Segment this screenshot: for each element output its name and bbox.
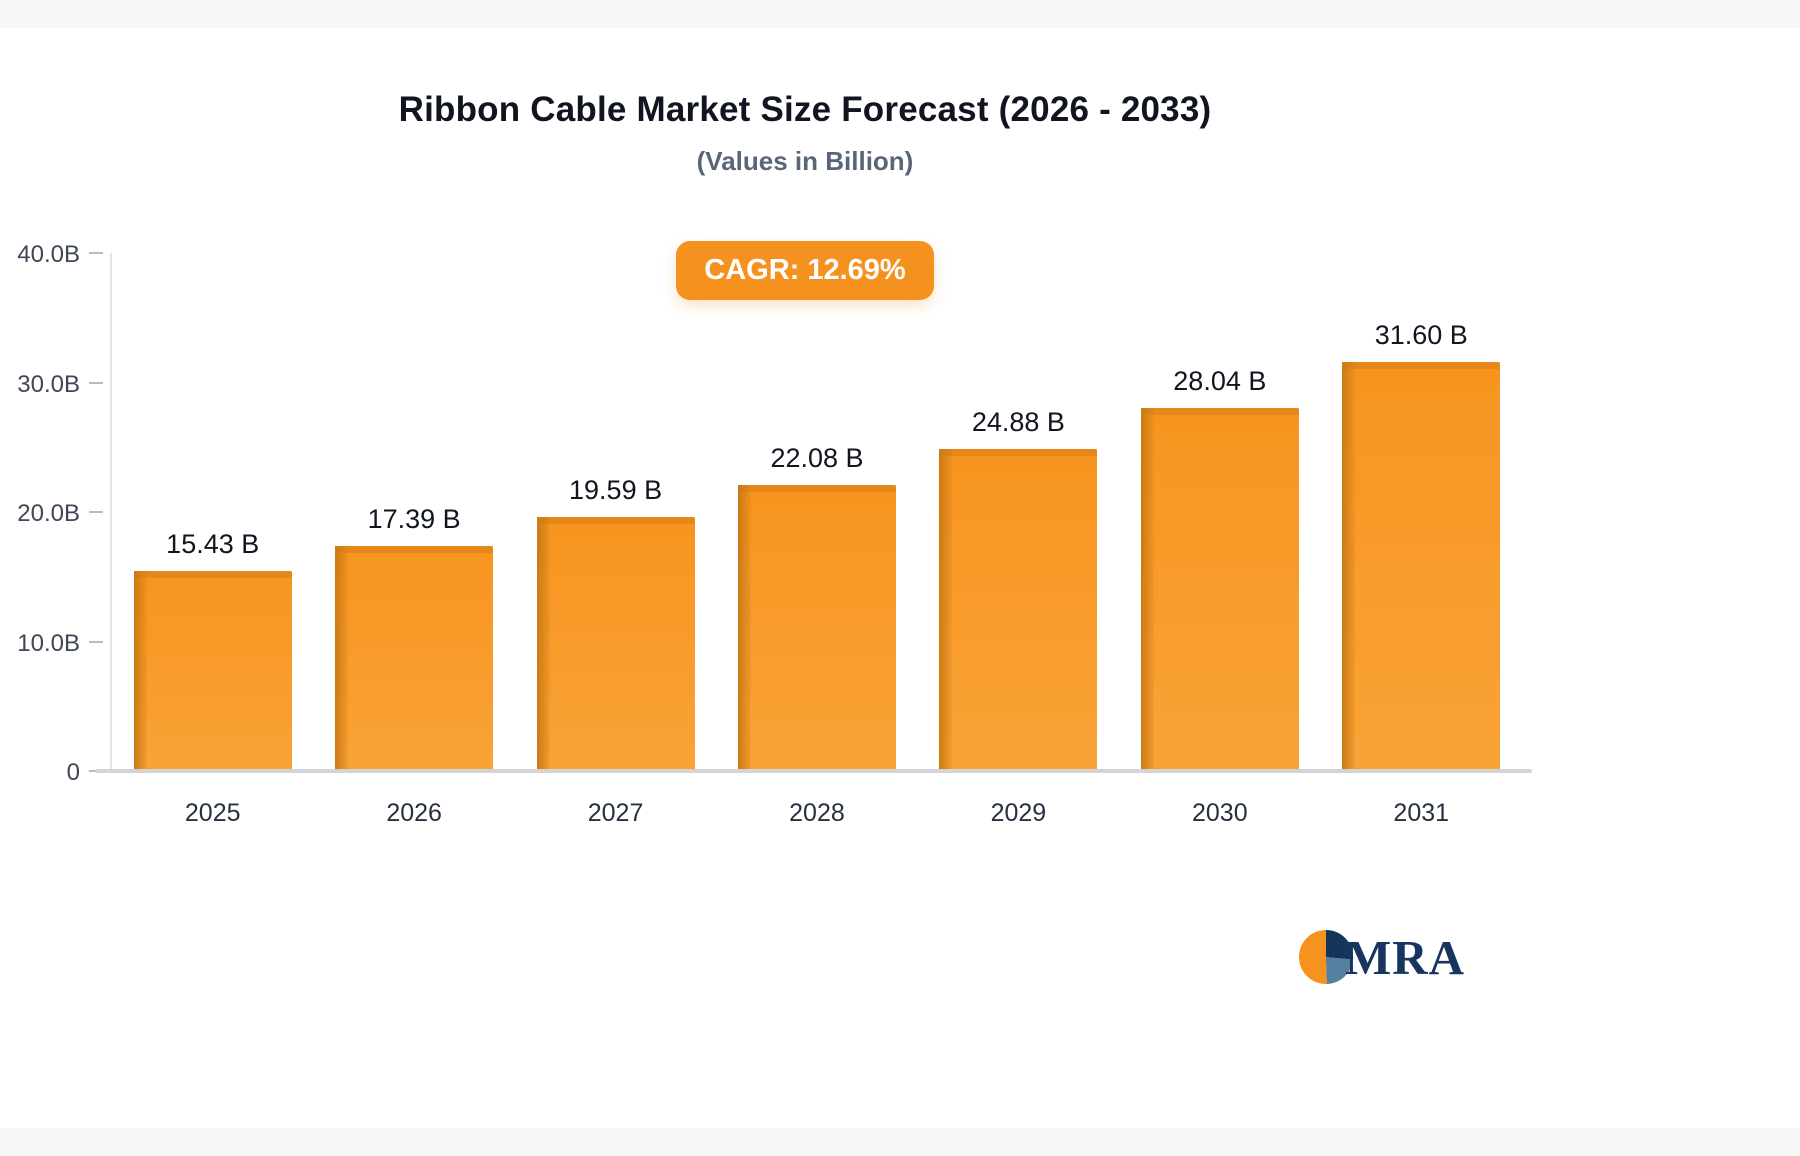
x-tick-label: 2027 xyxy=(587,799,644,827)
x-axis-line xyxy=(95,769,1532,773)
bar-value-label: 24.88 B xyxy=(971,406,1065,437)
bar-group-2027: 19.59 B 2027 xyxy=(515,253,716,827)
bar-2028 xyxy=(737,485,896,771)
cagr-badge: CAGR: 12.69% xyxy=(676,241,934,300)
y-tick-label: 0 xyxy=(66,759,80,786)
bar-value-label: 28.04 B xyxy=(1173,365,1267,396)
bar-value-label: 19.59 B xyxy=(569,475,663,506)
bar-group-2025: 15.43 B 2025 xyxy=(112,253,313,827)
bar-2031 xyxy=(1342,361,1501,772)
y-tick-30.0B: 30.0B xyxy=(0,371,106,398)
mra-logo: MRA xyxy=(1298,926,1465,988)
bar-value-label: 17.39 B xyxy=(367,503,461,534)
bar-group-2031: 31.60 B 2031 xyxy=(1321,253,1522,827)
bar-value-label: 15.43 B xyxy=(166,529,260,560)
mra-logo-pie-icon xyxy=(1298,930,1353,984)
y-tick-10.0B: 10.0B xyxy=(0,630,106,657)
y-tick-40.0B: 40.0B xyxy=(0,241,106,268)
y-tick-20.0B: 20.0B xyxy=(0,500,106,527)
bar-group-2030: 28.04 B 2030 xyxy=(1119,253,1320,827)
plot-area: 15.43 B 2025 17.39 B 2026 19.59 B 2027 22.08 B… xyxy=(112,253,1522,827)
chart-header: Ribbon Cable Market Size Forecast (2026 … xyxy=(0,28,1610,300)
bar-value-label: 31.60 B xyxy=(1374,319,1468,350)
chart-card: Ribbon Cable Market Size Forecast (2026 … xyxy=(0,28,1800,1128)
x-tick-label: 2025 xyxy=(184,799,241,827)
chart-title: Ribbon Cable Market Size Forecast (2026 … xyxy=(398,90,1212,129)
chart-subtitle: (Values in Billion) xyxy=(696,146,914,176)
y-tick-0: 0 xyxy=(0,759,106,786)
x-tick-label: 2031 xyxy=(1393,799,1450,827)
bar-group-2028: 22.08 B 2028 xyxy=(716,253,917,827)
y-tick-label: 30.0B xyxy=(17,370,80,398)
bar-2025 xyxy=(133,571,292,771)
bar-value-label: 22.08 B xyxy=(770,443,864,474)
y-tick-mark xyxy=(89,381,103,384)
x-tick-label: 2029 xyxy=(990,799,1047,827)
x-tick-label: 2028 xyxy=(789,799,845,827)
bar-group-2026: 17.39 B 2026 xyxy=(313,253,514,827)
bar-2030 xyxy=(1140,407,1299,772)
y-tick-mark xyxy=(89,511,103,513)
mra-logo-text: MRA xyxy=(1344,929,1465,985)
y-axis-ticks: 40.0B 30.0B 20.0B 10.0B 0 xyxy=(0,241,106,786)
bar-2027 xyxy=(536,517,695,771)
bar-2026 xyxy=(335,545,494,772)
x-tick-label: 2030 xyxy=(1192,799,1248,827)
y-tick-label: 20.0B xyxy=(17,500,80,527)
y-tick-label: 10.0B xyxy=(17,629,80,657)
x-tick-label: 2026 xyxy=(386,799,442,827)
y-tick-mark xyxy=(89,640,103,643)
bar-2029 xyxy=(939,448,1098,772)
y-tick-label: 40.0B xyxy=(17,241,80,268)
y-axis-line xyxy=(110,253,112,771)
bar-group-2029: 24.88 B 2029 xyxy=(918,253,1119,827)
y-tick-mark xyxy=(89,252,103,254)
